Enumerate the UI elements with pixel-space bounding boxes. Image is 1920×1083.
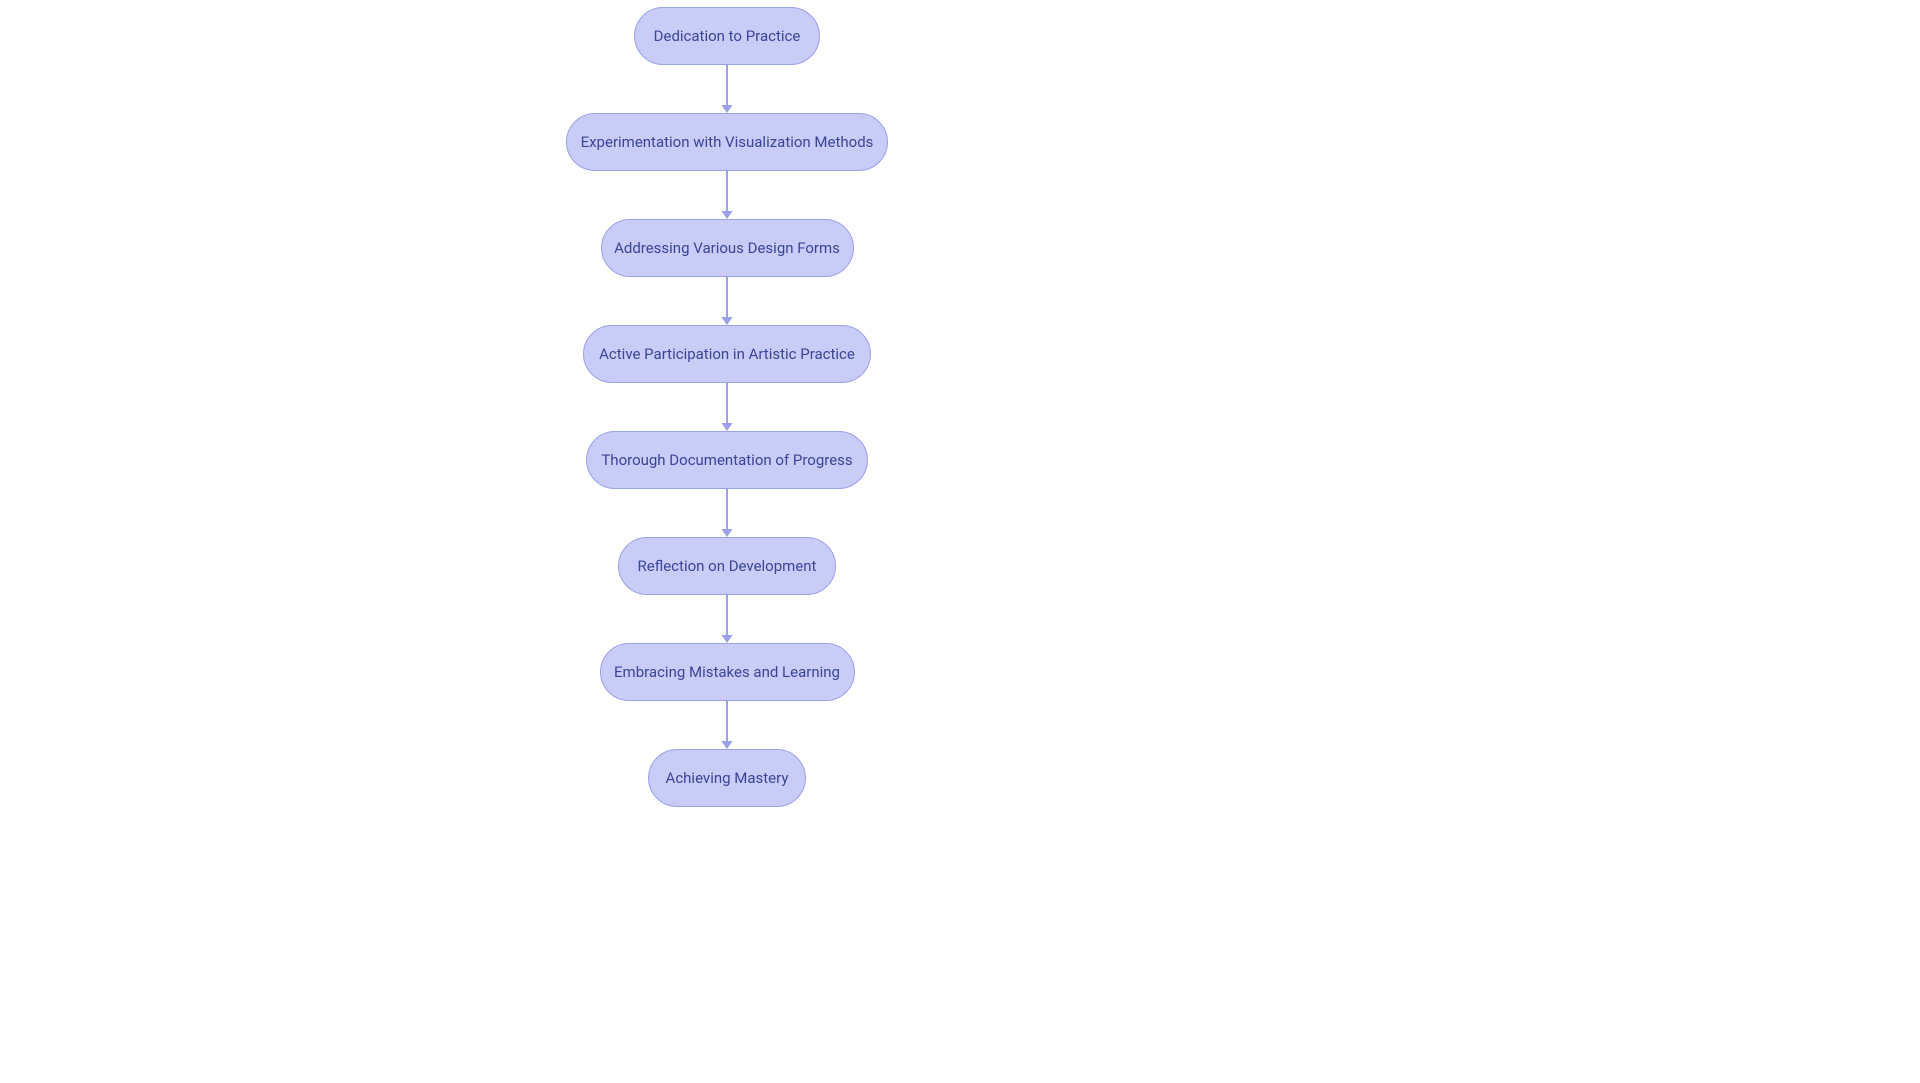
- flowchart-arrow: [0, 0, 1920, 1083]
- flowchart-arrow: [0, 0, 1920, 1083]
- flowchart-node: Experimentation with Visualization Metho…: [566, 113, 888, 171]
- node-label: Addressing Various Design Forms: [614, 239, 840, 257]
- flowchart-node: Addressing Various Design Forms: [601, 219, 854, 277]
- flowchart-node: Thorough Documentation of Progress: [586, 431, 868, 489]
- node-label: Reflection on Development: [638, 557, 817, 575]
- flowchart-arrow: [0, 0, 1920, 1083]
- node-label: Achieving Mastery: [666, 769, 789, 787]
- node-label: Thorough Documentation of Progress: [601, 451, 852, 469]
- flowchart-arrow: [0, 0, 1920, 1083]
- flowchart-arrow: [0, 0, 1920, 1083]
- node-label: Dedication to Practice: [654, 27, 801, 45]
- flowchart-node: Active Participation in Artistic Practic…: [583, 325, 871, 383]
- node-label: Embracing Mistakes and Learning: [614, 663, 840, 681]
- flowchart-node: Embracing Mistakes and Learning: [600, 643, 855, 701]
- flowchart-node: Achieving Mastery: [648, 749, 806, 807]
- node-label: Active Participation in Artistic Practic…: [599, 345, 855, 363]
- flowchart-arrow: [0, 0, 1920, 1083]
- node-label: Experimentation with Visualization Metho…: [581, 133, 874, 151]
- flowchart-arrow: [0, 0, 1920, 1083]
- flowchart-node: Reflection on Development: [618, 537, 836, 595]
- flowchart-canvas: Dedication to Practice Experimentation wi…: [0, 0, 1920, 1083]
- flowchart-node: Dedication to Practice: [634, 7, 820, 65]
